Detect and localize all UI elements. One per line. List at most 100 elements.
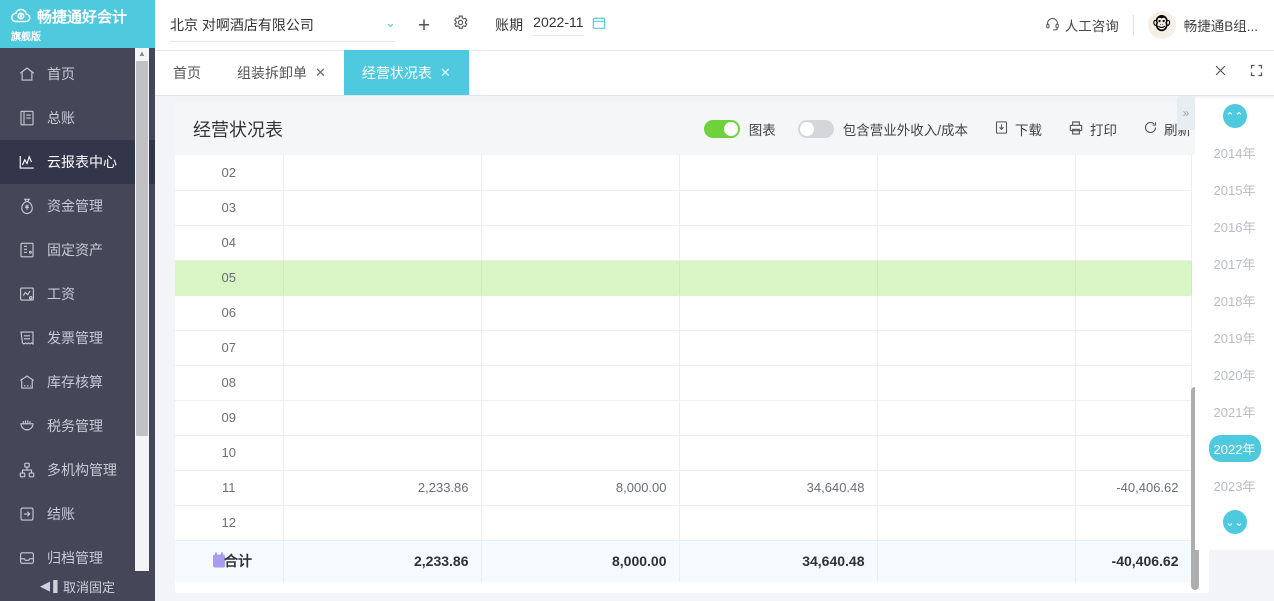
company-name[interactable]: 北京 对啊酒店有限公司 [170, 9, 395, 42]
table-row[interactable]: 12 [175, 505, 1192, 541]
print-button[interactable]: 打印 [1068, 119, 1117, 139]
tab-business-status-report[interactable]: 经营状况表 ✕ [343, 50, 469, 95]
period-value[interactable]: 2022-11 [533, 14, 584, 36]
year-item[interactable]: 2018年 [1213, 294, 1256, 309]
table-total-row: 合计 2,233.86 8,000.00 34,640.48 -40,406.62 [175, 539, 1192, 582]
chevron-down-icon[interactable]: ⌄ [385, 15, 396, 30]
scrollbar-thumb[interactable] [136, 61, 148, 436]
period-cell: 03 [175, 190, 284, 226]
year-scroll-up-button[interactable]: ⌃⌃ [1222, 104, 1247, 128]
company-selector[interactable]: 北京 对啊酒店有限公司 ⌄ [170, 9, 396, 42]
year-item[interactable]: 2015年 [1213, 183, 1256, 198]
value-cell [877, 330, 1076, 366]
table-row[interactable]: 05 [175, 260, 1192, 296]
table-row[interactable]: 02 [175, 155, 1192, 191]
sidebar-item-cloud-report-center[interactable]: 云报表中心 [0, 140, 155, 184]
sidebar-item-fund-management[interactable]: 资金管理 [0, 184, 155, 228]
refresh-icon [1143, 120, 1158, 138]
tab-assembly-disassembly[interactable]: 组装拆卸单 ✕ [219, 50, 344, 95]
scroll-up-icon[interactable]: ▲ [138, 49, 146, 58]
sidebar-item-label: 首页 [47, 66, 75, 82]
include-nonoperating-toggle[interactable] [797, 120, 834, 138]
year-item[interactable]: 2021年 [1213, 405, 1256, 420]
close-tab-button[interactable] [1202, 50, 1238, 95]
sidebar-nav: 首页 总账 云报表中心 资金管理 固定资产 工资 [0, 48, 155, 571]
sidebar-item-inventory-accounting[interactable]: 库存核算 [0, 360, 155, 404]
brand-logo[interactable]: 畅捷通好会计 旗舰版 [0, 0, 155, 48]
year-item[interactable]: 2019年 [1213, 331, 1256, 346]
include-nonoperating-label: 包含营业外收入/成本 [842, 123, 968, 138]
scrollbar-track[interactable] [136, 437, 148, 571]
sidebar-item-fixed-assets[interactable]: 固定资产 [0, 228, 155, 272]
year-scroll-down-button[interactable]: ⌄⌄ [1222, 510, 1247, 534]
value-cell [283, 505, 482, 541]
sidebar-item-tax-management[interactable]: 税务管理 [0, 404, 155, 448]
sidebar-item-label: 结账 [47, 506, 75, 522]
table-row[interactable]: 09 [175, 400, 1192, 436]
value-cell [481, 295, 680, 331]
unpin-sidebar-button[interactable]: ◀❚ 取消固定 [0, 571, 155, 601]
consult-label: 人工咨询 [1064, 19, 1119, 34]
value-cell [877, 400, 1076, 436]
settings-button[interactable] [452, 14, 469, 36]
table-row[interactable]: 10 [175, 435, 1192, 471]
total-value-cell: 8,000.00 [481, 539, 680, 582]
tax-icon [18, 417, 36, 435]
sidebar: 畅捷通好会计 旗舰版 首页 总账 云报表中心 资金管理 [0, 0, 155, 601]
table-row[interactable]: 08 [175, 365, 1192, 401]
sidebar-item-archive-management[interactable]: 归档管理 [0, 536, 155, 571]
chevrons-right-icon: » [1182, 106, 1190, 120]
add-button[interactable]: + [418, 15, 430, 36]
download-button[interactable]: 下载 [994, 119, 1042, 139]
tab-home[interactable]: 首页 [155, 50, 219, 95]
unpin-label: 取消固定 [62, 579, 115, 595]
value-cell [283, 295, 482, 331]
brand-edition: 旗舰版 [11, 32, 41, 43]
collapse-year-panel-button[interactable]: » [1177, 96, 1195, 130]
value-cell [1075, 260, 1192, 296]
value-cell [481, 190, 680, 226]
fullscreen-button[interactable] [1238, 50, 1274, 95]
year-item[interactable]: 2014年 [1213, 146, 1256, 161]
payroll-icon [18, 285, 36, 303]
download-label: 下载 [1015, 123, 1042, 138]
value-cell [679, 190, 878, 226]
total-value-cell: 34,640.48 [679, 539, 878, 582]
value-cell [481, 330, 680, 366]
value-cell: -40,406.62 [1075, 470, 1192, 506]
download-icon [994, 120, 1009, 138]
close-icon[interactable]: ✕ [439, 64, 451, 80]
sidebar-item-multi-org-management[interactable]: 多机构管理 [0, 448, 155, 492]
consult-button[interactable]: 人工咨询 [1045, 15, 1119, 35]
user-name[interactable]: 畅捷通B组... [1183, 19, 1258, 34]
year-item[interactable]: 2022年 [1208, 435, 1261, 462]
sidebar-item-home[interactable]: 首页 [0, 52, 155, 96]
chart-toggle[interactable] [703, 120, 740, 138]
table-row[interactable]: 07 [175, 330, 1192, 366]
avatar[interactable]: 🐵 [1147, 11, 1176, 39]
value-cell [1075, 155, 1192, 191]
year-item[interactable]: 2016年 [1213, 220, 1256, 235]
calendar-icon[interactable] [591, 15, 607, 36]
sidebar-item-ledger[interactable]: 总账 [0, 96, 155, 140]
table-row[interactable]: 11 2,233.86 8,000.00 34,640.48 -40,406.62 [175, 470, 1192, 506]
value-cell [1075, 295, 1192, 331]
table-row[interactable]: 04 [175, 225, 1192, 261]
year-item[interactable]: 2020年 [1213, 368, 1256, 383]
year-item[interactable]: 2017年 [1213, 257, 1256, 272]
sidebar-scrollbar[interactable]: ▲ ▼ [135, 48, 149, 571]
sidebar-item-label: 归档管理 [47, 550, 103, 566]
sidebar-item-checkout[interactable]: 结账 [0, 492, 155, 536]
value-cell [283, 365, 482, 401]
sidebar-item-payroll[interactable]: 工资 [0, 272, 155, 316]
year-item[interactable]: 2023年 [1213, 479, 1256, 494]
tab-label: 首页 [173, 64, 201, 81]
close-icon[interactable]: ✕ [315, 64, 326, 80]
table-row[interactable]: 03 [175, 190, 1192, 226]
sidebar-item-label: 工资 [47, 286, 75, 302]
table-row[interactable]: 06 [175, 295, 1192, 331]
period-cell: 06 [175, 295, 284, 331]
home-icon [18, 65, 36, 83]
sidebar-item-invoice-management[interactable]: 发票管理 [0, 316, 155, 360]
